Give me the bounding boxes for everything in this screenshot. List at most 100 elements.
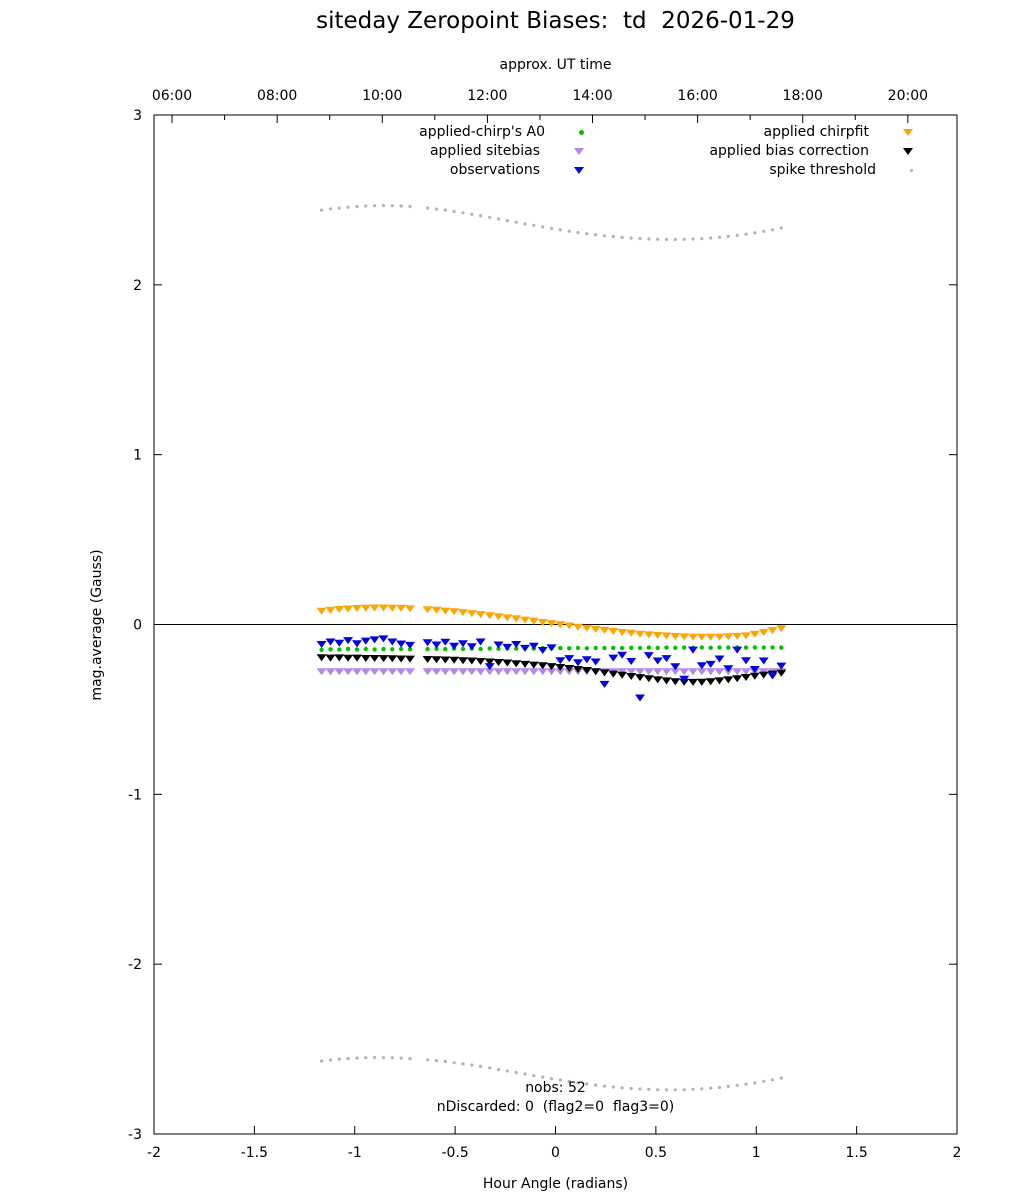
- point-chirpfit: [635, 630, 645, 638]
- point-biascorr: [564, 665, 575, 672]
- x2-tick-label: 12:00: [467, 88, 507, 104]
- point-a0: [779, 645, 784, 650]
- point-spike-upper: [426, 206, 430, 210]
- point-biascorr: [520, 660, 530, 668]
- point-spike-lower: [488, 1066, 492, 1070]
- point-observations: [714, 655, 725, 663]
- point-observations: [396, 640, 407, 648]
- point-sitebias: [334, 668, 345, 676]
- point-spike-lower: [691, 1087, 695, 1091]
- point-a0: [425, 646, 430, 652]
- legend-label-applied-chirpfit: applied chirpfit: [763, 124, 870, 140]
- point-a0: [646, 645, 651, 650]
- top-axis-label: approx. UT time: [499, 57, 612, 73]
- point-biascorr: [343, 654, 354, 662]
- point-a0: [345, 646, 351, 652]
- orange-triangle-icon: [903, 129, 913, 136]
- point-spike-lower: [726, 1084, 730, 1088]
- point-observations: [767, 672, 778, 680]
- point-spike-lower: [709, 1086, 713, 1090]
- point-spike-lower: [346, 1057, 350, 1061]
- point-biascorr: [334, 654, 345, 662]
- point-biascorr: [599, 669, 610, 677]
- point-biascorr: [581, 667, 592, 674]
- point-spike-upper: [390, 204, 394, 208]
- chart-title: siteday Zeropoint Biases: td 2026-01-29: [316, 8, 795, 34]
- point-observations: [652, 657, 663, 665]
- point-sitebias: [511, 668, 522, 676]
- point-biascorr: [493, 659, 504, 666]
- point-spike-upper: [744, 232, 748, 236]
- x-tick-label: -1.5: [241, 1145, 268, 1161]
- y-tick-label: 0: [133, 618, 142, 634]
- point-observations: [316, 641, 327, 648]
- point-spike-upper: [779, 226, 783, 230]
- point-observations: [696, 662, 707, 670]
- y-tick-label: -3: [128, 1127, 142, 1143]
- point-chirpfit: [360, 604, 371, 612]
- point-spike-upper: [452, 209, 456, 214]
- point-biascorr: [741, 674, 751, 681]
- point-spike-upper: [434, 207, 439, 211]
- point-biascorr: [325, 654, 336, 662]
- point-a0: [372, 647, 377, 652]
- point-biascorr: [387, 655, 398, 663]
- point-chirpfit: [449, 608, 460, 616]
- point-spike-upper: [364, 204, 368, 208]
- point-spike-lower: [496, 1067, 501, 1072]
- point-chirpfit: [369, 604, 380, 612]
- point-chirpfit: [316, 607, 327, 615]
- point-chirpfit: [732, 632, 743, 640]
- point-spike-lower: [656, 1088, 660, 1092]
- point-biascorr: [440, 656, 451, 664]
- point-spike-lower: [443, 1059, 447, 1064]
- point-observations: [643, 652, 654, 660]
- point-spike-lower: [576, 1081, 580, 1085]
- point-chirpfit: [670, 633, 681, 640]
- point-sitebias: [484, 668, 495, 676]
- point-spike-upper: [355, 204, 359, 209]
- legend-item-applied-chirpfit: applied chirpfit: [510, 124, 913, 141]
- ndiscarded-annotation: nDiscarded: 0 (flag2=0 flag3=0): [436, 1099, 675, 1115]
- point-spike-lower: [541, 1075, 545, 1079]
- point-spike-lower: [753, 1081, 757, 1085]
- point-chirpfit: [502, 614, 513, 622]
- point-chirpfit: [422, 606, 433, 614]
- point-biascorr: [776, 669, 787, 677]
- gray-dot-icon: [910, 169, 913, 172]
- x2-tick-label: 08:00: [257, 88, 297, 104]
- point-a0: [328, 647, 333, 652]
- point-a0: [761, 645, 766, 650]
- point-spike-upper: [558, 228, 562, 232]
- point-observations: [325, 638, 336, 646]
- point-a0: [619, 645, 625, 651]
- point-spike-lower: [514, 1070, 518, 1075]
- point-sitebias: [440, 668, 451, 676]
- point-observations: [749, 666, 760, 673]
- point-spike-lower: [611, 1085, 615, 1089]
- point-observations: [732, 646, 743, 654]
- x2-tick-label: 16:00: [677, 88, 717, 104]
- point-spike-upper: [726, 234, 730, 238]
- point-sitebias: [546, 668, 557, 676]
- point-observations: [458, 640, 468, 648]
- point-spike-lower: [461, 1062, 465, 1066]
- point-chirpfit: [537, 619, 548, 626]
- point-spike-lower: [567, 1079, 571, 1083]
- point-sitebias: [688, 668, 698, 676]
- point-chirpfit: [405, 605, 415, 613]
- point-spike-upper: [337, 206, 341, 210]
- nobs-annotation: nobs: 52: [525, 1080, 586, 1096]
- point-observations: [343, 637, 354, 645]
- point-observations: [679, 675, 690, 683]
- point-biascorr: [732, 675, 743, 683]
- point-spike-lower: [629, 1086, 633, 1091]
- point-sitebias: [670, 668, 681, 676]
- point-chirpfit: [581, 624, 592, 632]
- point-a0: [699, 645, 704, 650]
- point-spike-lower: [717, 1085, 722, 1090]
- point-biascorr: [661, 677, 672, 685]
- point-chirpfit: [520, 616, 530, 624]
